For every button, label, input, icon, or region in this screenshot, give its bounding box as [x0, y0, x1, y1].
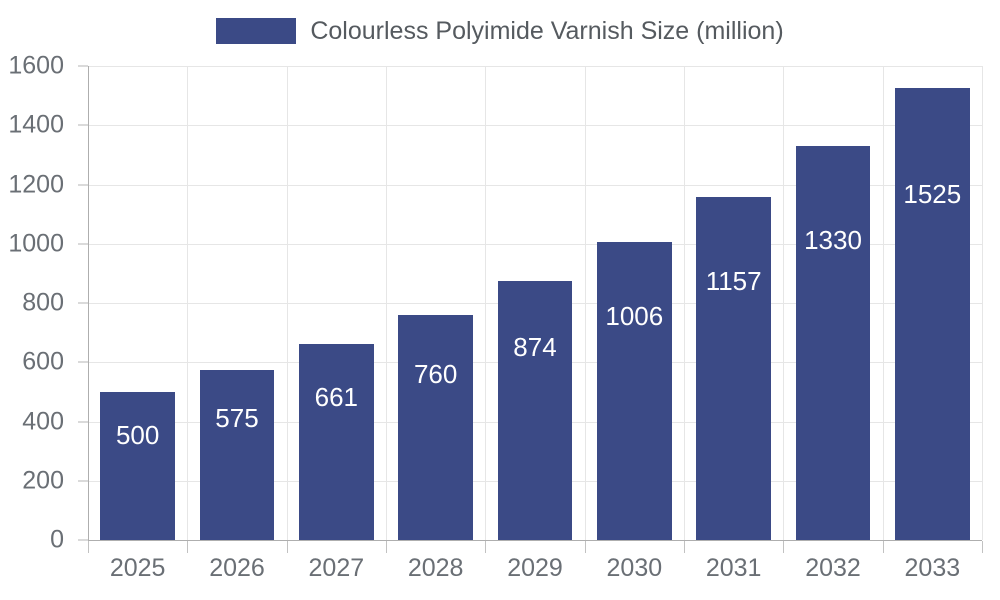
- y-tick-label-1600: 1600: [8, 51, 64, 80]
- x-tick-mark-8: [883, 541, 884, 553]
- y-tick-label-800: 800: [22, 288, 64, 317]
- bar-value-label-2026: 575: [215, 402, 259, 433]
- x-axis-line: [88, 540, 982, 541]
- x-tick-mark-4: [485, 541, 486, 553]
- x-tick-mark-0: [88, 541, 89, 553]
- bar-value-label-2032: 1330: [804, 224, 862, 255]
- plot-area: 500 575 661 760 874 1006 1157 1330 1525: [88, 66, 983, 541]
- y-tick-mark-0: [78, 539, 88, 541]
- gridline-x-6: [684, 66, 685, 540]
- bar-2027[interactable]: 661: [298, 344, 374, 540]
- bar-value-label-2025: 500: [115, 420, 160, 451]
- y-tick-mark-1200: [78, 184, 88, 185]
- gridline-y-1400: [88, 125, 982, 127]
- y-tick-label-0: 0: [50, 525, 64, 554]
- bar-value-label-2031: 1157: [705, 265, 762, 296]
- x-tick-mark-3: [386, 541, 387, 553]
- y-axis-line: [88, 66, 89, 540]
- bar-2026[interactable]: 575: [199, 369, 275, 540]
- bar-value-label-2033: 1525: [903, 178, 962, 209]
- gridline-x-3: [386, 66, 387, 540]
- legend-swatch-colourless-polyimide-varnish: [216, 18, 297, 44]
- bar-2028[interactable]: 760: [398, 314, 474, 540]
- chart-legend: Colourless Polyimide Varnish Size (milli…: [0, 14, 1000, 48]
- bar-2030[interactable]: 1006: [596, 241, 672, 540]
- gridline-x-1: [187, 66, 188, 540]
- legend-label-colourless-polyimide-varnish: Colourless Polyimide Varnish Size (milli…: [310, 16, 784, 45]
- y-tick-mark-200: [78, 480, 88, 482]
- bar-value-label-2028: 760: [413, 359, 458, 389]
- x-tick-label-2033: 2033: [904, 554, 961, 582]
- bar-value-label-2030: 1006: [605, 301, 664, 332]
- gridline-x-4: [485, 66, 486, 540]
- y-tick-label-400: 400: [22, 407, 64, 435]
- gridline-y-1000: [88, 243, 982, 245]
- bar-value-label-2029: 874: [513, 332, 557, 363]
- gridline-x-8: [883, 66, 884, 540]
- x-tick-label-2029: 2029: [507, 554, 563, 582]
- bar-2031[interactable]: 1157: [696, 197, 772, 540]
- y-tick-label-600: 600: [22, 347, 64, 376]
- y-tick-mark-1600: [78, 65, 88, 67]
- bar-2029[interactable]: 874: [497, 281, 573, 540]
- x-tick-label-2027: 2027: [308, 554, 365, 582]
- gridline-x-5: [585, 66, 586, 540]
- y-tick-mark-400: [78, 421, 88, 422]
- x-tick-label-2025: 2025: [109, 554, 166, 582]
- y-tick-mark-600: [78, 361, 88, 363]
- x-tick-mark-1: [187, 541, 188, 553]
- x-tick-label-2031: 2031: [705, 554, 762, 582]
- bar-value-label-2027: 661: [314, 382, 359, 413]
- bar-2033[interactable]: 1525: [894, 88, 970, 540]
- x-tick-label-2028: 2028: [407, 554, 464, 582]
- x-tick-mark-6: [684, 541, 685, 553]
- x-tick-mark-5: [585, 541, 586, 553]
- x-tick-label-2032: 2032: [805, 554, 861, 582]
- y-tick-label-1400: 1400: [8, 110, 64, 139]
- x-tick-label-2026: 2026: [209, 554, 265, 582]
- gridline-x-2: [287, 66, 288, 540]
- gridline-y-1200: [88, 184, 982, 186]
- x-tick-mark-2: [287, 541, 288, 553]
- gridline-y-1600: [88, 66, 982, 67]
- bar-2025[interactable]: 500: [100, 391, 176, 540]
- bar-2032[interactable]: 1330: [795, 146, 871, 540]
- y-tick-label-1000: 1000: [8, 229, 64, 258]
- y-tick-mark-1000: [78, 243, 88, 245]
- y-tick-mark-1400: [78, 124, 88, 126]
- y-tick-label-200: 200: [22, 466, 64, 495]
- x-tick-mark-7: [783, 541, 784, 553]
- x-tick-label-2030: 2030: [606, 554, 663, 582]
- gridline-x-9: [982, 66, 983, 540]
- y-tick-label-1200: 1200: [8, 170, 64, 198]
- y-tick-mark-800: [78, 302, 88, 304]
- x-tick-mark-9: [982, 541, 983, 553]
- gridline-x-7: [783, 66, 784, 540]
